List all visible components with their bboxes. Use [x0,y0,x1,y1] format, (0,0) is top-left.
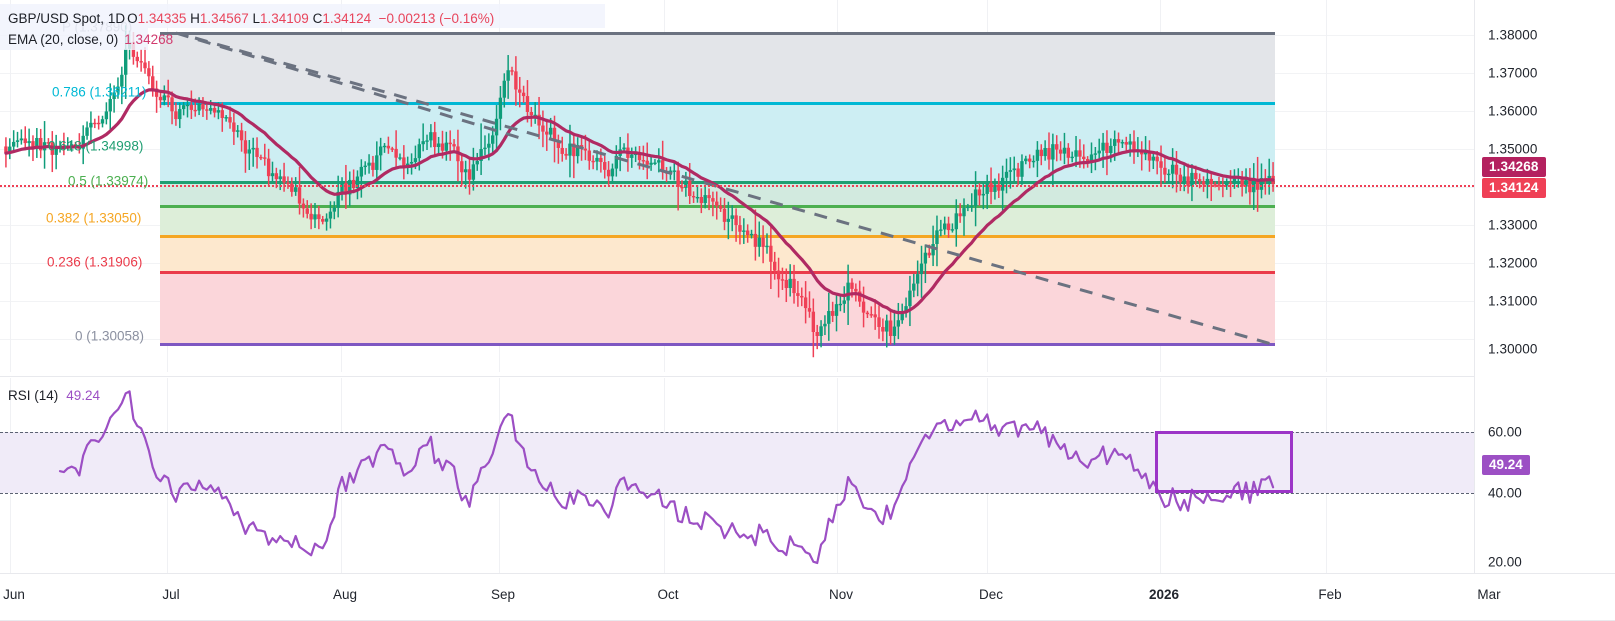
fib-line-0786 [160,102,1275,105]
price-tick: 1.31000 [1488,293,1538,309]
axis-divider [1474,0,1475,573]
rsi-tick: 20.00 [1488,554,1522,570]
price-tick: 1.38000 [1488,27,1538,43]
legend-plate-ohlc [148,4,605,28]
ema-legend-name: EMA (20, close, 0) [8,32,119,47]
rsi-legend-name: RSI (14) [8,388,59,403]
fib-label-0618: 0.618 (1.34998) [48,138,144,154]
time-tick: Jul [162,587,180,602]
last-price-badge[interactable]: 1.34124 [1482,178,1546,198]
fib-label-0382: 0.382 (1.33050) [46,210,142,226]
rsi-pane[interactable] [0,378,1474,573]
price-pane[interactable]: P (1.37890) 0.786 (1.36211) 0.618 (1.349… [0,0,1474,372]
fib-line-0236 [160,271,1275,274]
fib-zone-1-0786 [160,33,1275,103]
price-tick: 1.37000 [1488,65,1538,81]
ema-line [4,88,1275,315]
fib-label-0236: 0.236 (1.31906) [47,254,143,270]
legend-ohlc: O1.34335 H1.34567 L1.34109 C1.34124 −0.0… [127,11,495,26]
time-tick: Feb [1318,587,1342,602]
rsi-tick: 40.00 [1488,485,1522,501]
price-tick: 1.35000 [1488,141,1538,157]
rsi-annotation-rectangle[interactable] [1155,431,1293,493]
time-axis-top-border [0,573,1615,574]
pane-separator [0,376,1474,377]
rsi-legend-value: 49.24 [66,388,101,403]
time-tick: Oct [657,587,679,602]
rsi-line [58,390,1275,565]
fib-label-05: 0.5 (1.33974) [68,173,149,189]
time-axis[interactable]: Jun Jul Aug Sep Oct Nov Dec 2026 Feb Mar [0,573,1615,621]
rsi-neutral-band [0,432,1474,493]
fib-zone-0382-0236 [160,236,1275,272]
legend-plate-left [0,4,148,50]
legend-symbol-text: GBP/USD Spot, 1D [8,11,126,26]
chart-legend-rsi[interactable]: RSI (14) 49.24 [8,388,100,403]
ema-legend-value: 1.34268 [124,32,174,47]
price-axis[interactable]: 1.38000 1.37000 1.36000 1.35000 1.33000 … [1474,0,1615,573]
fib-zone-0236-0 [160,272,1275,344]
time-tick: Mar [1477,587,1501,602]
trendline-main [194,36,1276,347]
time-tick: Sep [490,587,516,602]
fib-label-0786: 0.786 (1.36211) [52,84,147,100]
trendline-upper [175,31,528,142]
rsi-value-badge[interactable]: 49.24 [1482,455,1530,475]
chart-legend-symbol[interactable]: GBP/USD Spot, 1D O1.34335 H1.34567 L1.341… [8,11,494,26]
price-tick: 1.36000 [1488,103,1538,119]
fib-line-0382 [160,235,1275,238]
candlestick-series [4,25,1276,358]
time-tick: Jun [3,587,25,602]
ema-price-badge[interactable]: 1.34268 [1482,157,1546,177]
price-tick: 1.33000 [1488,217,1538,233]
time-tick: Nov [828,587,854,602]
rsi-overbought-line [0,432,1474,433]
fib-line-high [160,32,1275,35]
price-tick: 1.32000 [1488,255,1538,271]
time-tick: Aug [332,587,358,602]
candles [4,25,1275,358]
rsi-tick: 60.00 [1488,424,1522,440]
rsi-series [58,390,1275,565]
price-tick: 1.30000 [1488,341,1538,357]
fib-line-0 [160,343,1275,346]
time-tick-year: 2026 [1148,587,1180,602]
time-tick: Dec [978,587,1004,602]
fib-label-0: 0 (1.30058) [75,328,145,344]
chart-legend-ema[interactable]: EMA (20, close, 0) 1.34268 [8,32,173,47]
fib-line-0618 [160,181,1275,184]
rsi-oversold-line [0,493,1474,494]
last-price-line [0,185,1474,187]
